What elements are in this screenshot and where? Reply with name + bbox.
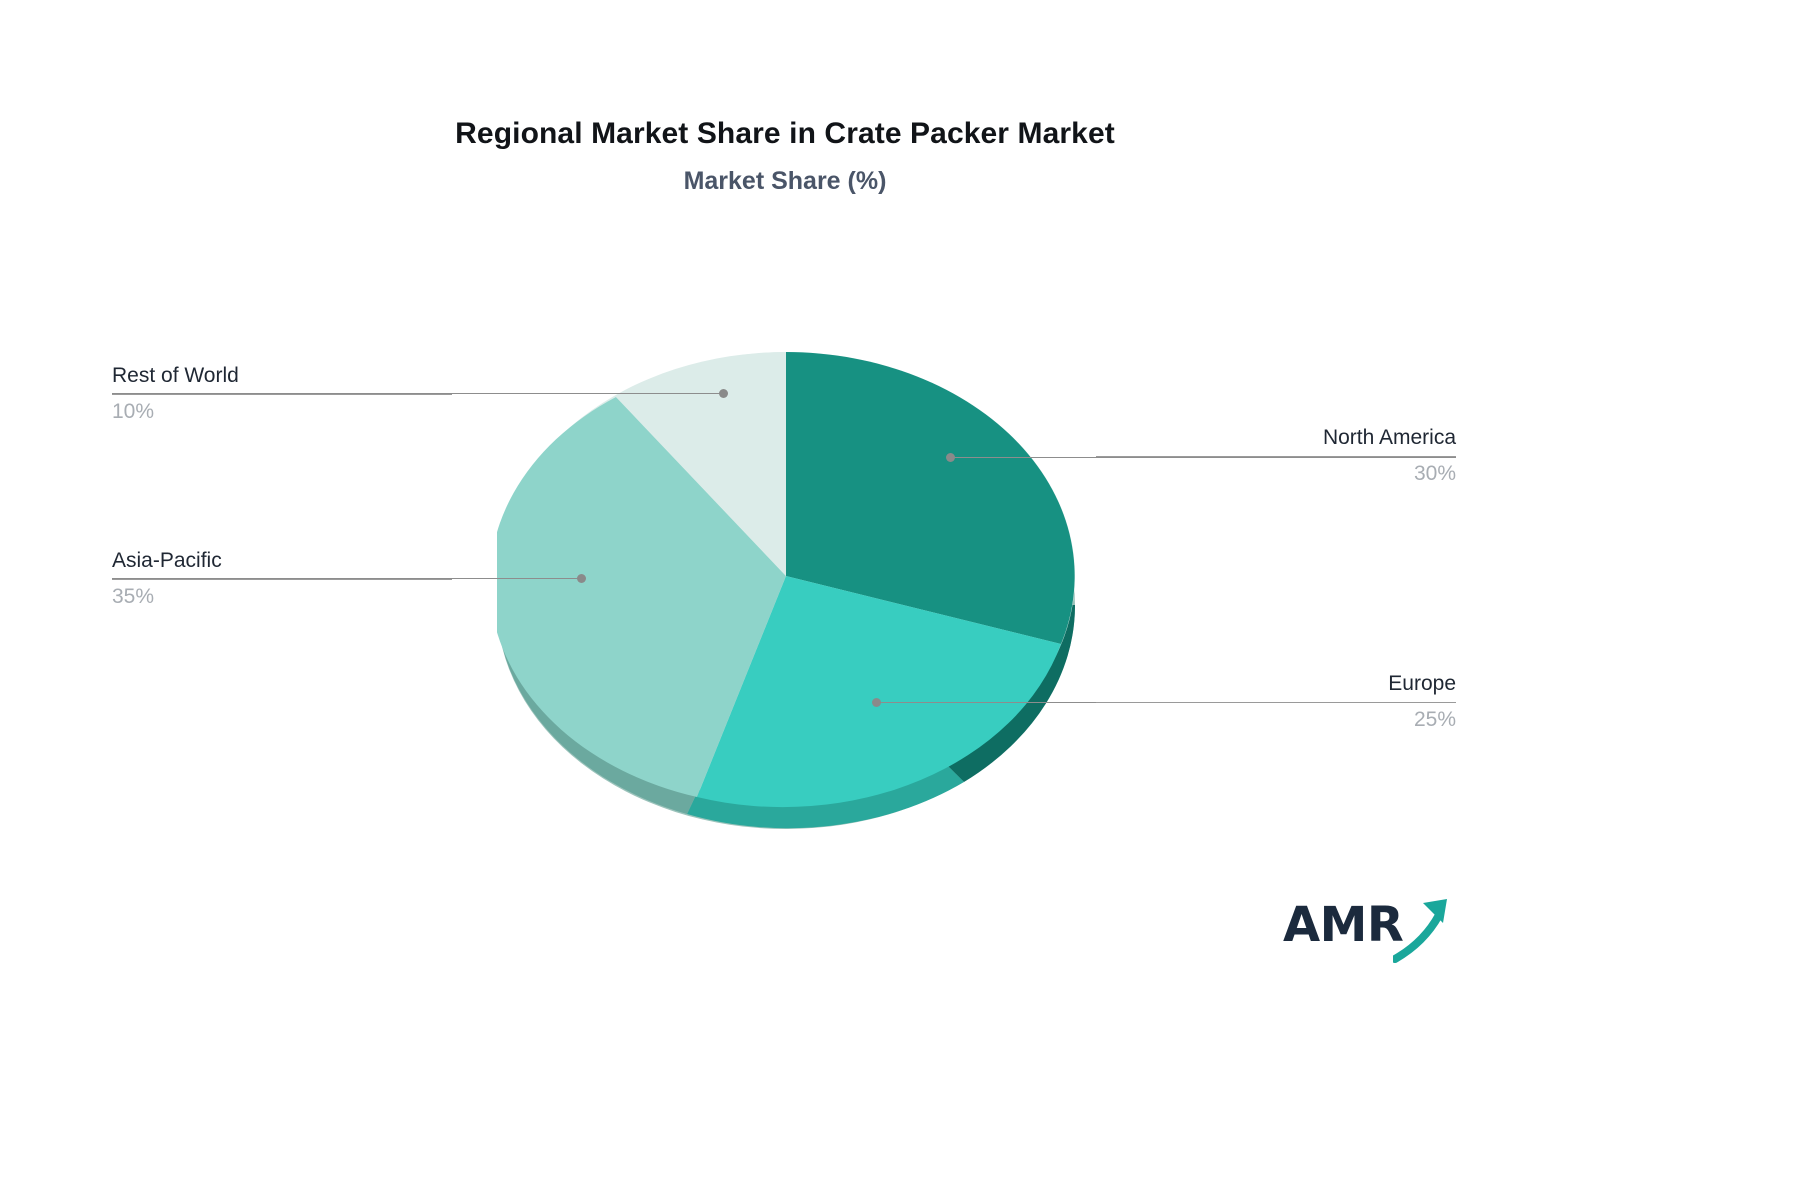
arrow-swoosh-icon: [1393, 899, 1447, 963]
pie-slice-europe: [697, 576, 1061, 808]
callout-rest-of-world: Rest of World 10%: [112, 363, 452, 425]
callout-value-rest-of-world: 10%: [112, 400, 155, 423]
leader-line-rest-of-world: [112, 393, 724, 394]
pie-top-face: [497, 352, 1075, 808]
callout-value-asia-pacific: 35%: [112, 585, 155, 608]
pie-chart: [497, 322, 1075, 830]
page-subtitle: Market Share (%): [683, 167, 887, 195]
callout-value-europe: 25%: [1413, 708, 1456, 731]
callout-value-north-america: 30%: [1413, 462, 1456, 485]
leader-dot-north-america: [946, 453, 955, 462]
leader-dot-asia-pacific: [577, 574, 586, 583]
callout-label-north-america: North America: [1322, 426, 1456, 449]
callout-rule: [1096, 456, 1456, 457]
callout-rule: [112, 394, 452, 395]
amr-logo-text: AMR: [1283, 897, 1404, 953]
pie-slice-north-america: [786, 352, 1075, 644]
amr-logo: AMR: [1283, 893, 1463, 965]
callout-label-europe: Europe: [1388, 672, 1456, 695]
callout-label-asia-pacific: Asia-Pacific: [112, 549, 222, 572]
page-title: Regional Market Share in Crate Packer Ma…: [455, 117, 1115, 150]
pie-slice-rest-of-world: [616, 352, 786, 576]
callout-label-rest-of-world: Rest of World: [112, 364, 239, 387]
leader-dot-europe: [872, 698, 881, 707]
callout-asia-pacific: Asia-Pacific 35%: [112, 548, 452, 610]
callout-europe: Europe 25%: [1096, 671, 1456, 733]
pie-slice-asia-pacific: [497, 397, 786, 797]
leader-line-north-america: [950, 457, 1456, 458]
callout-north-america: North America 30%: [1096, 425, 1456, 487]
leader-dot-rest-of-world: [719, 389, 728, 398]
callout-rule: [112, 579, 452, 580]
leader-line-asia-pacific: [112, 578, 582, 579]
callout-rule: [1096, 702, 1456, 703]
